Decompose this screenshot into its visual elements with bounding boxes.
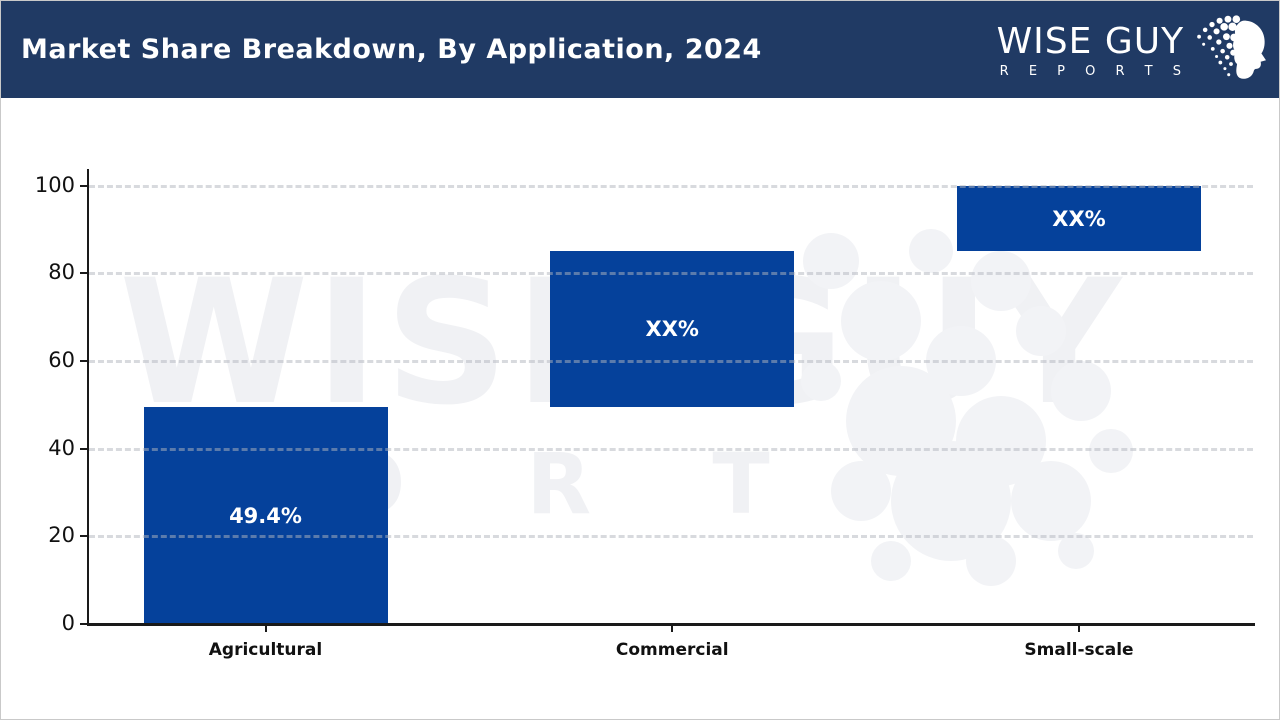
bar-value-label: 49.4% bbox=[229, 503, 302, 528]
bar-value-label: XX% bbox=[645, 317, 699, 342]
bar-small-scale: XX% bbox=[957, 185, 1201, 252]
bar-value-label: XX% bbox=[1052, 206, 1106, 231]
bar-commercial: XX% bbox=[550, 251, 795, 408]
gridline-60 bbox=[89, 360, 1253, 364]
gridline-100 bbox=[89, 184, 1253, 188]
y-tick-mark-80 bbox=[80, 272, 87, 275]
brand-logo-text: WISE GUY R E P O R T S bbox=[992, 20, 1189, 79]
y-tick-label-80: 80 bbox=[48, 260, 75, 285]
y-axis bbox=[87, 169, 89, 625]
x-category-label-agricultural: Agricultural bbox=[208, 640, 323, 660]
x-tick-mark-agricultural bbox=[264, 625, 267, 632]
page-title: Market Share Breakdown, By Application, … bbox=[21, 34, 762, 65]
x-tick-mark-commercial bbox=[671, 625, 674, 632]
gridline-20 bbox=[89, 535, 1253, 539]
y-tick-label-60: 60 bbox=[48, 348, 75, 373]
y-tick-label-20: 20 bbox=[48, 523, 75, 548]
brand-name: WISE GUY bbox=[996, 20, 1185, 62]
gridline-80 bbox=[89, 272, 1253, 276]
y-tick-label-100: 100 bbox=[34, 172, 75, 197]
watermark-head-icon bbox=[801, 229, 1133, 586]
brand-head-icon bbox=[1197, 15, 1266, 79]
y-tick-mark-0 bbox=[80, 623, 87, 625]
y-tick-label-0: 0 bbox=[61, 611, 75, 635]
y-tick-mark-60 bbox=[80, 360, 87, 363]
gridline-40 bbox=[89, 447, 1253, 451]
brand-tagline: R E P O R T S bbox=[999, 63, 1189, 79]
y-tick-mark-20 bbox=[80, 535, 87, 538]
y-tick-mark-100 bbox=[80, 184, 87, 187]
y-tick-mark-40 bbox=[80, 447, 87, 450]
x-tick-mark-small-scale bbox=[1078, 625, 1080, 632]
x-category-label-small-scale: Small-scale bbox=[1024, 640, 1134, 660]
x-axis bbox=[87, 623, 1255, 626]
bar-agricultural: 49.4% bbox=[143, 407, 388, 624]
header-bar: Market Share Breakdown, By Application, … bbox=[1, 1, 1279, 98]
brand-logo: WISE GUY R E P O R T S bbox=[992, 5, 1269, 95]
y-tick-label-40: 40 bbox=[48, 435, 75, 460]
x-category-label-commercial: Commercial bbox=[615, 640, 729, 660]
